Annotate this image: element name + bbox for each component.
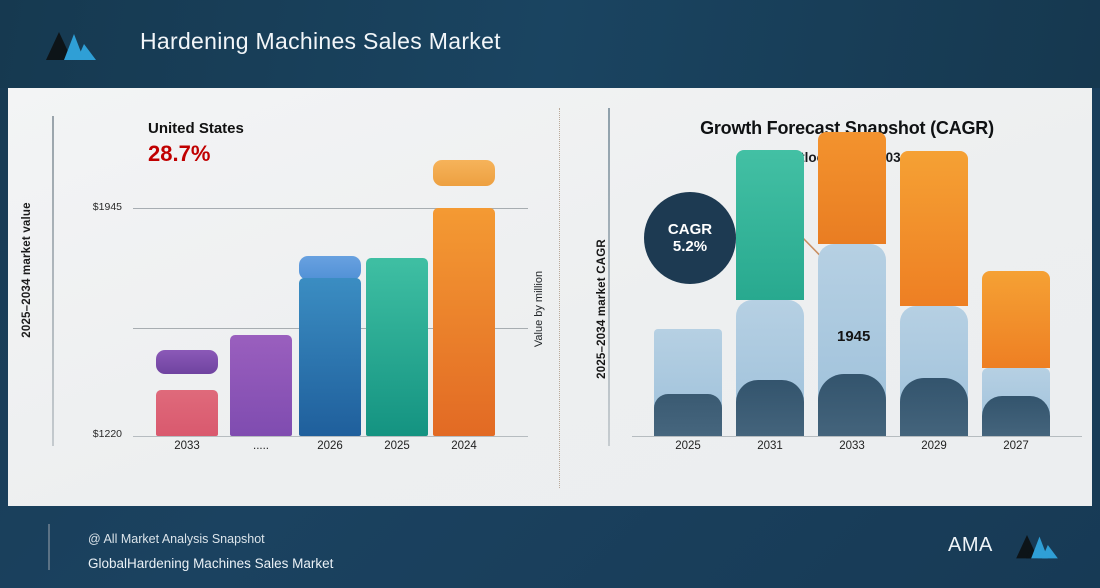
footer-bar: @ All Market Analysis Snapshot GlobalHar… (0, 506, 1100, 588)
left-chart-panel: 2025–2034 market value United States 28.… (8, 88, 556, 506)
header-bar: Hardening Machines Sales Market (0, 0, 1100, 88)
segment-2027-top (982, 271, 1050, 368)
segment-2033-base (818, 374, 886, 436)
bar-2025[interactable] (366, 258, 428, 436)
footer-caption: @ All Market Analysis Snapshot (88, 532, 265, 546)
cagr-badge[interactable]: CAGR 5.2% (644, 192, 736, 284)
x-label-dots: ..... (253, 440, 269, 452)
stacked-bar-2027[interactable] (982, 271, 1050, 436)
stacked-bar-2033[interactable] (818, 132, 886, 436)
stacked-bar-2031[interactable] (736, 150, 804, 436)
x-label-2031: 2031 (757, 440, 783, 452)
segment-2031-top (736, 150, 804, 300)
x-label-2026: 2026 (317, 440, 343, 452)
segment-2031-base (736, 380, 804, 436)
x-label-2027: 2027 (1003, 440, 1029, 452)
chart-canvas: 2025–2034 market value United States 28.… (8, 88, 1092, 506)
left-x-axis-line (133, 436, 528, 437)
x-label-2033: 2033 (174, 440, 200, 452)
bar-dots[interactable] (230, 335, 292, 436)
bar-chip-2026 (299, 256, 361, 280)
bar-2026[interactable] (299, 278, 361, 436)
right-chart-title: Growth Forecast Snapshot (CAGR) (700, 118, 994, 138)
bar-chip-2024 (433, 160, 495, 186)
y-tick-upper: $1945 (92, 201, 122, 213)
value-axis-label: Value by million (533, 270, 545, 348)
right-chart-panel: Growth Forecast Snapshot (CAGR) Outlook … (602, 88, 1092, 506)
country-label: United States (148, 120, 244, 137)
gridline-upper (133, 208, 528, 209)
left-chart-heading: United States 28.7% (148, 120, 244, 167)
x-label-2024: 2024 (451, 440, 477, 452)
y-tick-lower: $1220 (92, 428, 122, 440)
segment-2025-base (654, 394, 722, 436)
footer-subtitle: GlobalHardening Machines Sales Market (88, 556, 334, 571)
growth-percent-label: 28.7% (148, 141, 211, 166)
cagr-badge-value: 5.2% (672, 238, 708, 255)
left-y-axis-line (52, 116, 54, 446)
x-label-2029: 2029 (921, 440, 947, 452)
left-bars-group: 2033 ..... 2026 2025 2024 (8, 88, 556, 506)
right-x-axis-line (632, 436, 1082, 437)
segment-2029-base (900, 378, 968, 436)
right-y-axis-line (608, 108, 610, 446)
bar-2033[interactable] (156, 390, 218, 436)
stacked-bar-2029[interactable] (900, 151, 968, 436)
ama-mountain-logo-icon (1016, 535, 1058, 559)
x-label-2025: 2025 (384, 440, 410, 452)
cagr-badge-label: CAGR (667, 220, 713, 238)
page-title: Hardening Machines Sales Market (140, 28, 501, 54)
value-callout-1945: 1945 (837, 328, 871, 345)
x-label-2025: 2025 (675, 440, 701, 452)
segment-2033-top (818, 132, 886, 244)
segment-2029-top (900, 151, 968, 306)
x-label-2033: 2033 (839, 440, 865, 452)
panel-divider (559, 108, 560, 488)
bar-chip-2033 (156, 350, 218, 374)
footer-divider (48, 524, 50, 570)
footer-brand-text: AMA (948, 534, 993, 556)
bar-2024[interactable] (433, 208, 495, 436)
ama-mountain-logo-icon (46, 32, 96, 60)
segment-2027-base (982, 396, 1050, 436)
stacked-bar-2025[interactable] (654, 329, 722, 436)
